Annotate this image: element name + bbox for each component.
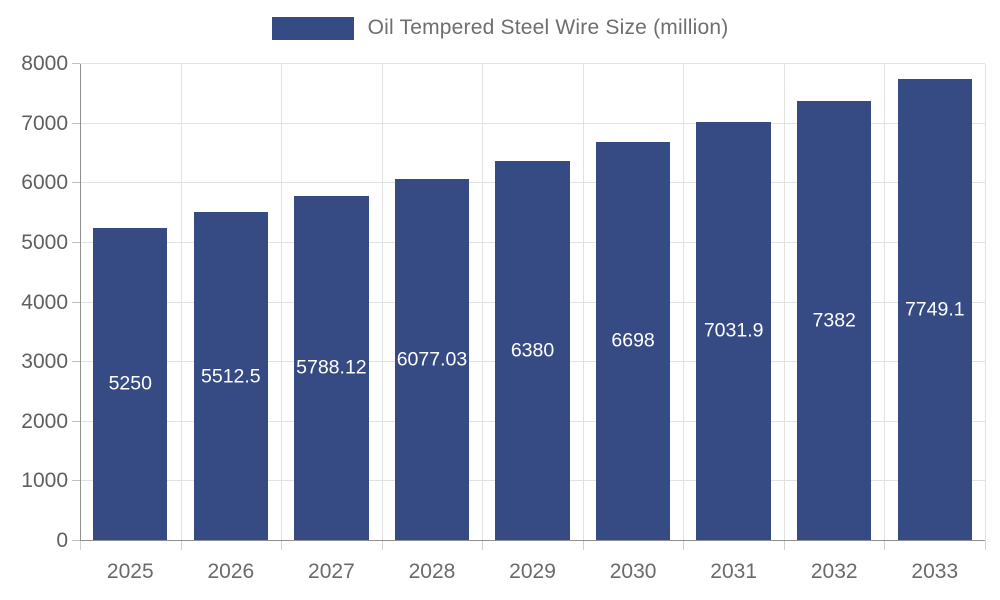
y-tick [72,182,80,184]
category-separator [884,64,886,541]
x-tick [180,541,182,550]
bar-cell: 6077.03 [382,64,483,541]
bar-cell: 5512.5 [181,64,282,541]
x-tick [281,541,283,550]
bar: 5512.5 [193,212,269,541]
y-tick [72,480,80,482]
category-separator [281,64,283,541]
bar-cell: 5250 [80,64,181,541]
x-tick-label: 2029 [509,560,556,583]
y-axis-line [80,64,81,541]
x-tick [381,541,383,550]
y-tick-label: 4000 [21,290,68,314]
y-tick [72,63,80,64]
bar: 5250 [93,227,168,541]
category-separator [683,64,685,541]
x-tick [683,541,685,550]
bar-cell: 7749.1 [885,64,986,541]
category-separator [482,64,484,541]
x-tick [482,541,484,550]
y-tick [72,420,80,422]
x-tick [985,541,986,550]
x-tick-label: 2030 [609,560,657,583]
y-tick-label: 6000 [21,171,68,195]
x-tick [582,541,584,550]
y-tick [72,241,80,243]
y-axis-labels: 0 1000 2000 3000 4000 5000 6000 7000 8000 [0,52,68,552]
x-tick-label: 2027 [308,560,355,583]
x-tick-label: 2032 [810,560,858,583]
bar-cell: 7382 [784,64,885,541]
y-tick [72,361,80,363]
bar-value-label: 5250 [108,372,152,395]
gridline [80,63,985,64]
category-separator [783,64,785,541]
bar-cell: 7031.9 [683,64,784,541]
y-tick-label: 2000 [21,409,68,433]
bar-value-label: 7031.9 [703,319,764,342]
x-tick-label: 2033 [911,560,959,583]
category-separator [985,64,986,541]
x-tick-label: 2028 [408,560,456,583]
y-tick-label: 7000 [21,111,68,135]
bar-value-label: 6077.03 [396,348,468,371]
plot-area: 5250 5512.5 5788.12 6077.03 6380 6698 7031.9 73… [72,63,986,550]
legend: Oil Tempered Steel Wire Size (million) [0,16,1000,40]
gridline [80,122,985,124]
bar: 7749.1 [897,78,972,541]
bar-value-label: 5512.5 [201,365,261,388]
y-tick-label: 1000 [21,469,68,493]
x-tick-label: 2026 [207,560,255,583]
y-tick-label: 3000 [21,350,68,374]
y-tick-label: 5000 [21,230,68,254]
bar: 7031.9 [696,121,771,541]
bar: 6380 [495,160,570,541]
x-axis-line [80,540,985,541]
x-tick-label: 2031 [710,560,758,583]
bar-value-label: 7382 [812,309,856,332]
x-tick-label: 2025 [106,560,154,583]
y-tick [72,301,80,303]
x-tick [783,541,785,550]
legend-label: Oil Tempered Steel Wire Size (million) [367,16,729,39]
x-tick [884,541,886,550]
y-tick [72,540,80,541]
y-tick [72,122,80,124]
bar: 6077.03 [394,178,470,541]
category-separator [381,64,383,541]
bar: 7382 [797,100,872,541]
category-separator [582,64,584,541]
bar-cell: 6380 [482,64,583,541]
legend-swatch [271,16,354,40]
bar-value-label: 5788.12 [296,356,367,379]
bar-cell: 6698 [583,64,684,541]
bar-value-label: 6380 [510,339,555,362]
bar: 6698 [595,141,671,541]
category-separator [180,64,182,541]
bar-value-label: 7749.1 [904,298,965,321]
y-tick-label: 0 [56,529,68,552]
bar-cell: 5788.12 [281,64,382,541]
y-tick-label: 8000 [21,52,68,75]
bar-series: 5250 5512.5 5788.12 6077.03 6380 6698 7031.9 73… [80,64,985,541]
x-axis-labels: 2025 2026 2027 2028 2029 2030 2031 2032 2033 [80,556,985,588]
bar: 5788.12 [294,195,369,541]
x-tick [80,541,81,550]
bar-value-label: 6698 [611,329,655,352]
